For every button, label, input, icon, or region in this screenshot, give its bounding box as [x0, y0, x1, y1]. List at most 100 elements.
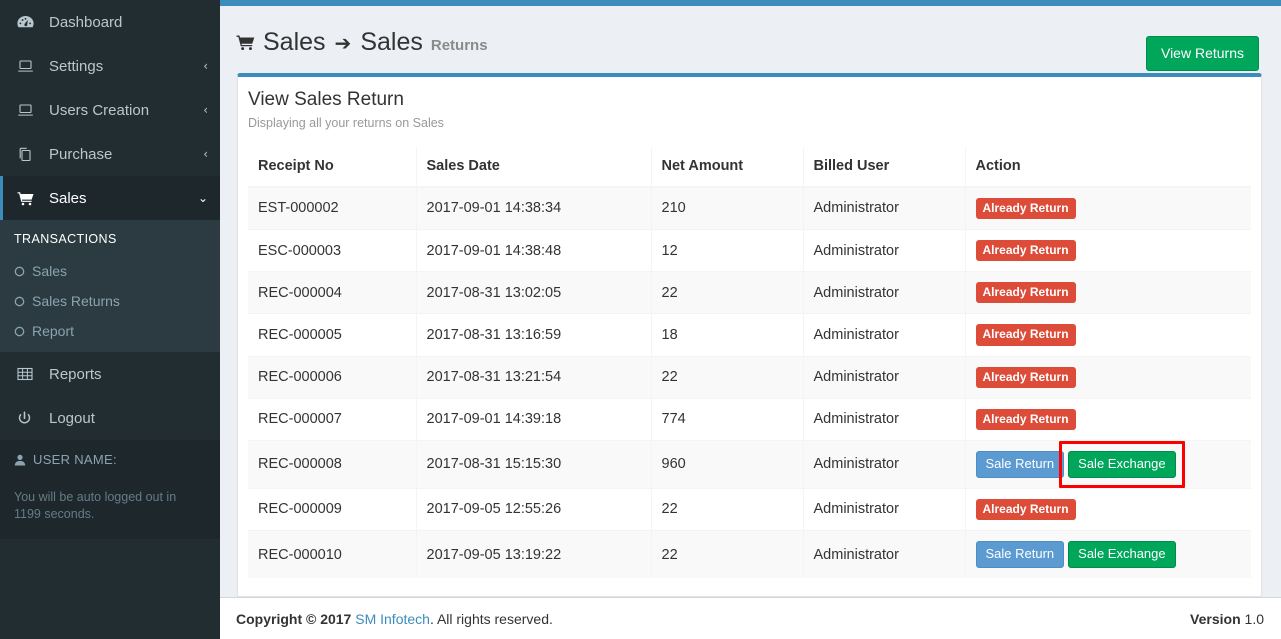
sidebar-item-reports[interactable]: Reports: [0, 352, 220, 396]
sidebar-item-label: Reports: [49, 365, 102, 383]
sidebar-item-label: Logout: [49, 409, 95, 427]
cell-sales-date: 2017-09-01 14:39:18: [416, 397, 652, 441]
cell-sales-date: 2017-09-01 14:38:48: [416, 228, 652, 272]
breadcrumb-first: Sales: [263, 28, 326, 56]
user-name-label: USER NAME:: [33, 452, 117, 467]
cell-sales-date: 2017-08-31 15:15:30: [416, 439, 652, 489]
cell-net-amount: 18: [651, 313, 804, 357]
footer-copyright: Copyright © 2017 SM Infotech. All rights…: [236, 611, 553, 627]
cell-action: Already Return: [965, 355, 1251, 399]
sale-exchange-button[interactable]: Sale Exchange: [1068, 450, 1176, 478]
already-return-badge[interactable]: Already Return: [975, 240, 1076, 262]
laptop-icon: [17, 101, 39, 119]
sidebar-subitem-sales[interactable]: Sales: [0, 256, 220, 286]
cell-sales-date: 2017-09-01 14:38:34: [416, 186, 652, 230]
sidebar-item-label: Purchase: [49, 145, 113, 163]
cell-billed-user: Administrator: [803, 439, 966, 489]
cell-action: Already Return: [965, 487, 1251, 531]
footer-company-link[interactable]: SM Infotech: [355, 611, 430, 627]
cell-sales-date: 2017-09-05 12:55:26: [416, 487, 652, 531]
sidebar-subitem-report[interactable]: Report: [0, 316, 220, 346]
cell-action: Already Return: [965, 271, 1251, 314]
already-return-badge[interactable]: Already Return: [975, 197, 1076, 219]
panel-subtitle: Displaying all your returns on Sales: [248, 115, 444, 130]
panel-header: View Sales Return Displaying all your re…: [238, 77, 1261, 140]
table-body: EST-000002 2017-09-01 14:38:34 210 Administ…: [248, 186, 1251, 578]
column-header-action: Action: [965, 147, 1251, 188]
highlight-wrapper: Sale Exchange: [1059, 440, 1185, 488]
cell-sales-date: 2017-08-31 13:02:05: [416, 271, 652, 314]
cell-net-amount: 22: [651, 530, 804, 578]
table-row: REC-000007 2017-09-01 14:39:18 774 Administ…: [248, 397, 1251, 441]
cell-receipt-no: REC-000005: [248, 313, 417, 357]
footer: Copyright © 2017 SM Infotech. All rights…: [220, 597, 1281, 639]
circle-o-icon: [14, 326, 32, 337]
circle-o-icon: [14, 296, 32, 307]
view-sales-return-panel: View Sales Return Displaying all your re…: [237, 73, 1262, 597]
cell-action: Already Return: [965, 228, 1251, 272]
cell-action: Already Return: [965, 186, 1251, 230]
already-return-badge[interactable]: Already Return: [975, 408, 1076, 430]
cell-receipt-no: EST-000002: [248, 186, 417, 230]
laptop-icon: [17, 57, 39, 75]
already-return-badge[interactable]: Already Return: [975, 324, 1076, 346]
page-subtitle: Returns: [430, 37, 488, 54]
column-header-billed-user: Billed User: [803, 147, 966, 188]
cell-billed-user: Administrator: [803, 397, 966, 441]
cell-net-amount: 210: [651, 186, 804, 230]
sidebar-item-sales[interactable]: Sales ⌄: [0, 176, 220, 220]
sidebar-item-dashboard[interactable]: Dashboard: [0, 0, 220, 44]
cell-receipt-no: REC-000007: [248, 397, 417, 441]
table-container: Receipt No Sales Date Net Amount Billed …: [238, 140, 1261, 596]
column-header-sales-date: Sales Date: [416, 147, 652, 188]
cell-billed-user: Administrator: [803, 228, 966, 272]
cell-net-amount: 22: [651, 271, 804, 314]
table-grid-icon: [17, 365, 39, 383]
sidebar-item-settings[interactable]: Settings ‹: [0, 44, 220, 88]
cell-receipt-no: REC-000004: [248, 271, 417, 314]
cell-receipt-no: REC-000010: [248, 530, 417, 578]
already-return-badge[interactable]: Already Return: [975, 366, 1076, 388]
sidebar-user-block: USER NAME: You will be auto logged out i…: [0, 440, 220, 539]
cell-billed-user: Administrator: [803, 530, 966, 578]
power-off-icon: [17, 409, 39, 427]
already-return-badge[interactable]: Already Return: [975, 282, 1076, 304]
cell-billed-user: Administrator: [803, 487, 966, 531]
already-return-badge[interactable]: Already Return: [975, 498, 1076, 521]
sidebar-subitem-label: Sales: [32, 263, 68, 279]
table-header-row: Receipt No Sales Date Net Amount Billed …: [248, 147, 1251, 188]
chevron-left-icon: ‹: [203, 103, 208, 117]
cell-action: Sale Return Sale Exchange: [965, 530, 1251, 578]
table-row: REC-000010 2017-09-05 13:19:22 22 Administr…: [248, 530, 1251, 578]
sidebar-subitem-label: Sales Returns: [32, 293, 120, 309]
sales-returns-table: Receipt No Sales Date Net Amount Billed …: [248, 147, 1251, 578]
cell-billed-user: Administrator: [803, 313, 966, 357]
view-returns-button[interactable]: View Returns: [1145, 36, 1259, 72]
sidebar-item-purchase[interactable]: Purchase ‹: [0, 132, 220, 176]
sale-return-button[interactable]: Sale Return: [975, 450, 1065, 478]
treeview-header: TRANSACTIONS: [14, 232, 117, 246]
cell-action: Already Return: [965, 397, 1251, 441]
cell-net-amount: 22: [651, 487, 804, 531]
footer-version-label: Version: [1190, 611, 1241, 627]
cell-receipt-no: REC-000009: [248, 487, 417, 531]
cell-billed-user: Administrator: [803, 355, 966, 399]
sale-return-button[interactable]: Sale Return: [975, 541, 1065, 568]
footer-copyright-suffix: . All rights reserved.: [429, 611, 553, 627]
cell-billed-user: Administrator: [803, 271, 966, 314]
cell-sales-date: 2017-08-31 13:21:54: [416, 355, 652, 399]
sidebar-item-logout[interactable]: Logout: [0, 396, 220, 440]
cell-receipt-no: ESC-000003: [248, 228, 417, 272]
chevron-down-icon: ⌄: [197, 191, 208, 205]
chevron-left-icon: ‹: [203, 147, 208, 161]
sale-exchange-button[interactable]: Sale Exchange: [1068, 541, 1176, 568]
user-name-row: USER NAME:: [14, 452, 206, 467]
table-row: REC-000006 2017-08-31 13:21:54 22 Administr…: [248, 355, 1251, 399]
table-row: REC-000009 2017-09-05 12:55:26 22 Administr…: [248, 487, 1251, 531]
footer-version-value: 1.0: [1244, 611, 1264, 627]
sidebar-subitem-sales-returns[interactable]: Sales Returns: [0, 286, 220, 316]
sidebar-item-users-creation[interactable]: Users Creation ‹: [0, 88, 220, 132]
copy-files-icon: [17, 145, 39, 163]
sidebar: Dashboard Settings ‹ Users Creation ‹ Pu…: [0, 0, 220, 639]
user-icon: [14, 454, 26, 466]
